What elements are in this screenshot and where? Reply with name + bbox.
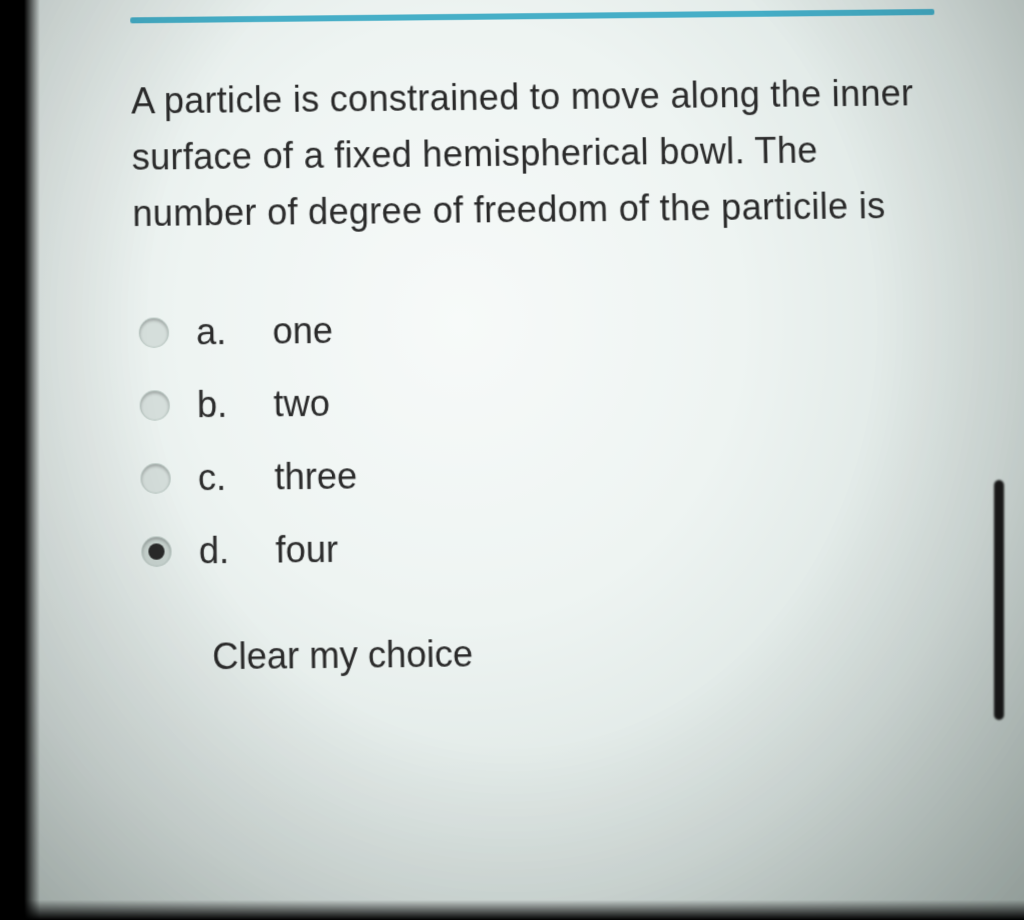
option-label: two bbox=[273, 383, 330, 426]
option-letter: a. bbox=[196, 311, 245, 354]
option-list: a. one b. two c. three d. four bbox=[134, 304, 948, 574]
option-label: four bbox=[275, 529, 338, 572]
quiz-screen: A particle is constrained to move along … bbox=[0, 0, 1024, 920]
radio-icon-selected[interactable] bbox=[142, 538, 171, 567]
top-divider bbox=[130, 9, 934, 23]
option-label: three bbox=[274, 455, 357, 498]
question-text: A particle is constrained to move along … bbox=[131, 65, 940, 242]
option-letter: c. bbox=[198, 457, 247, 500]
option-label: one bbox=[272, 310, 333, 353]
radio-icon[interactable] bbox=[141, 464, 170, 493]
content-area: A particle is constrained to move along … bbox=[70, 0, 1017, 912]
option-letter: d. bbox=[199, 530, 248, 573]
option-b[interactable]: b. two bbox=[140, 376, 944, 427]
device-bezel-bottom bbox=[0, 900, 1024, 920]
clear-choice-link[interactable]: Clear my choice bbox=[212, 633, 473, 679]
scrollbar-thumb[interactable] bbox=[994, 480, 1004, 720]
device-bezel-left bbox=[0, 0, 40, 920]
option-c[interactable]: c. three bbox=[141, 449, 946, 500]
option-letter: b. bbox=[197, 384, 246, 427]
radio-icon[interactable] bbox=[141, 392, 170, 421]
option-a[interactable]: a. one bbox=[140, 304, 943, 355]
radio-icon[interactable] bbox=[140, 319, 168, 348]
option-d[interactable]: d. four bbox=[142, 522, 948, 573]
